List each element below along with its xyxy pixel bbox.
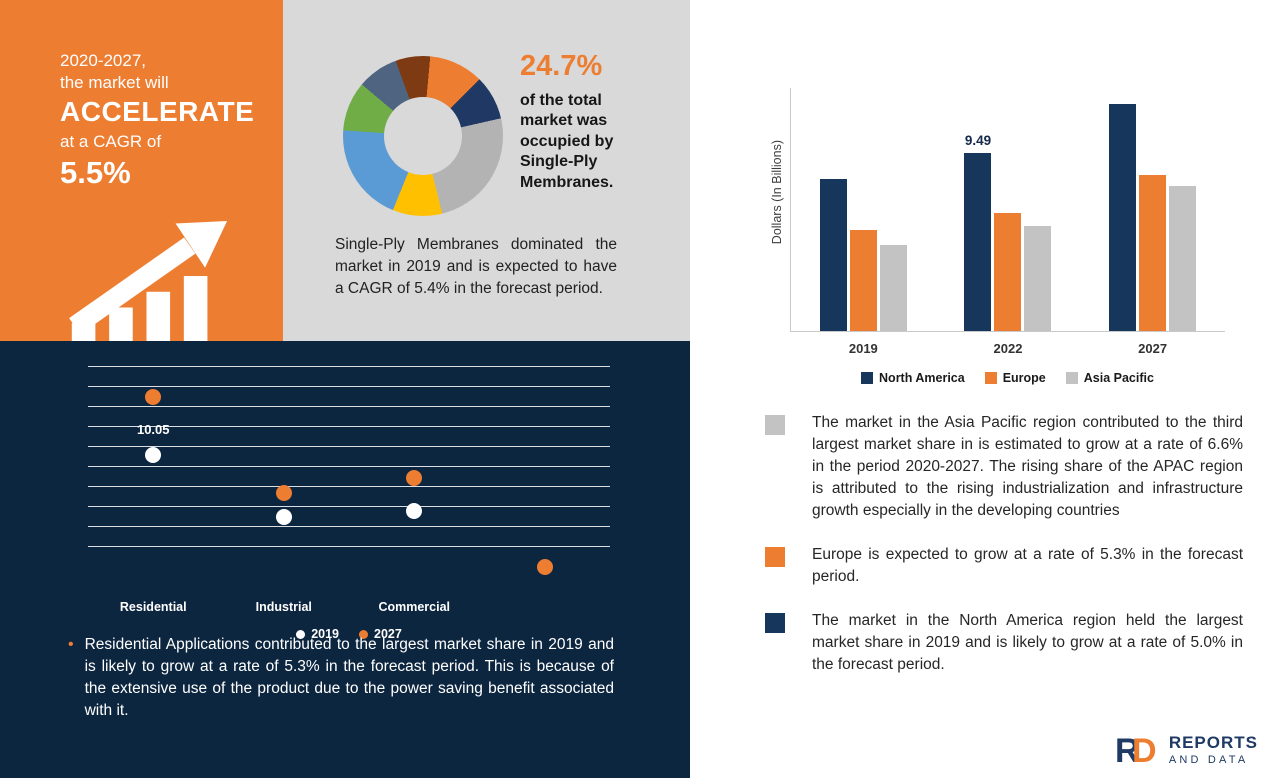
single-ply-body-text: Single-Ply Membranes dominated the marke…: [335, 236, 617, 297]
gridline: [88, 406, 610, 407]
svg-text:R: R: [1115, 734, 1140, 766]
region-bullet-swatch: [765, 547, 785, 567]
region-bullet-text: The market in the Asia Pacific region co…: [812, 414, 1243, 519]
cagr-of-text: at a CAGR of: [60, 132, 162, 152]
gridline: [88, 366, 610, 367]
bar-value-label: 9.49: [964, 132, 992, 148]
bullet-marker: •: [68, 636, 74, 653]
bar-asia-pacific-2022: [1024, 225, 1052, 331]
dot-2019-Residential: [145, 447, 162, 463]
bar-group-2027: 2027: [1109, 88, 1197, 356]
region-bullet-text: The market in the North America region h…: [812, 612, 1243, 673]
dot-2027-Residential: [145, 389, 162, 405]
dotplot-legend: 2019 2027: [88, 627, 610, 641]
legend-item-north-america: North America: [861, 371, 965, 385]
regional-bullets: The market in the Asia Pacific region co…: [765, 412, 1243, 698]
dotplot-legend-item-2027: 2027: [359, 627, 402, 641]
gridline: [88, 446, 610, 447]
bar-asia-pacific-2019: [879, 244, 907, 331]
accelerate-text: ACCELERATE: [60, 96, 255, 128]
applications-bullet-text: Residential Applications contributed to …: [84, 636, 614, 719]
applications-panel: 10.05 Residential Industrial Commercial 20…: [0, 341, 690, 778]
bar-group-2019: 2019: [819, 88, 907, 356]
logo-text: REPORTS AND DATA: [1169, 733, 1258, 766]
period-text: 2020-2027,: [60, 51, 147, 70]
dot-2027-Industrial: [275, 485, 292, 501]
bar-north-america-2027: [1109, 103, 1137, 331]
single-ply-panel: 24.7% of the total market was occupied b…: [283, 0, 690, 341]
cagr-value: 5.5%: [60, 155, 131, 191]
bar-category-label: 2019: [848, 341, 878, 356]
dot-2019-Commercial: [406, 503, 423, 519]
bar-north-america-2022: 9.49: [964, 133, 992, 331]
bar-asia-pacific-2027: [1169, 186, 1197, 331]
dot-2019-Industrial: [275, 509, 292, 525]
gridline: [88, 386, 610, 387]
bar-chart-y-axis-label: Dollars (In Billions): [770, 140, 784, 245]
growth-arrow-icon: [69, 221, 228, 353]
gridline: [88, 426, 610, 427]
region-bullet-swatch: [765, 613, 785, 633]
gridline: [88, 486, 610, 487]
bar-europe-2022: [994, 212, 1022, 331]
bar-category-label: 2027: [1138, 341, 1168, 356]
single-ply-headline: 24.7% of the total market was occupied b…: [520, 50, 650, 193]
single-ply-caption: of the total market was occupied by Sing…: [520, 92, 614, 191]
dot-value-label: 10.05: [136, 422, 170, 437]
bar-europe-2019: [849, 229, 877, 331]
cagr-highlight-panel: 2020-2027, the market will ACCELERATE at…: [0, 0, 283, 353]
dot-2027-Commercial: [406, 470, 423, 486]
dotplot-category-labels: Residential Industrial Commercial: [88, 600, 610, 614]
gridline: [88, 526, 610, 527]
dot-2027-extra: [536, 559, 553, 575]
single-ply-percent: 24.7%: [520, 50, 603, 82]
bar-category-label: 2022: [993, 341, 1023, 356]
legend-swatch: [984, 372, 997, 384]
reports-and-data-logo: R D REPORTS AND DATA: [1115, 733, 1258, 766]
region-bullet-1: Europe is expected to grow at a rate of …: [765, 544, 1243, 588]
svg-text:D: D: [1132, 734, 1157, 766]
regional-panel: Dollars (In Billions) 2019 9.49 2022 2027 N…: [690, 0, 1280, 778]
legend-swatch: [861, 372, 874, 384]
bar-group-2022: 9.49 2022: [964, 88, 1052, 356]
dotplot-category-Commercial: Commercial: [378, 600, 451, 614]
regional-bar-chart: 2019 9.49 2022 2027: [790, 88, 1225, 356]
membrane-donut-chart: [343, 56, 503, 216]
legend-swatch: [1065, 372, 1078, 384]
dotplot-legend-label: 2019: [311, 627, 339, 641]
region-bullet-0: The market in the Asia Pacific region co…: [765, 412, 1243, 522]
dotplot-category-blank: [480, 600, 611, 614]
bar-north-america-2019: [819, 178, 847, 331]
dotplot-legend-label: 2027: [374, 627, 402, 641]
market-will-text: the market will: [60, 73, 169, 93]
region-bullet-swatch: [765, 415, 785, 435]
gridline: [88, 506, 610, 507]
legend-item-asia-pacific: Asia Pacific: [1065, 371, 1154, 385]
gridline: [88, 466, 610, 467]
bar-europe-2027: [1139, 175, 1167, 331]
applications-bullet: • Residential Applications contributed t…: [68, 634, 614, 722]
logo-icon: R D: [1115, 734, 1157, 766]
applications-dotplot: 10.05: [88, 366, 610, 575]
gridline: [88, 546, 610, 547]
legend-label: Europe: [1002, 371, 1046, 385]
regional-bar-legend: North America Europe Asia Pacific: [790, 371, 1225, 385]
region-bullet-2: The market in the North America region h…: [765, 610, 1243, 676]
dotplot-legend-swatch: [296, 629, 306, 639]
legend-item-europe: Europe: [984, 371, 1046, 385]
legend-label: Asia Pacific: [1083, 371, 1154, 385]
dotplot-legend-item-2019: 2019: [296, 627, 339, 641]
dotplot-legend-swatch: [359, 629, 368, 639]
donut-hole: [384, 97, 462, 175]
dotplot-category-Industrial: Industrial: [255, 600, 312, 614]
legend-label: North America: [879, 371, 965, 385]
region-bullet-text: Europe is expected to grow at a rate of …: [812, 546, 1243, 585]
logo-line2: AND DATA: [1168, 754, 1249, 766]
logo-line1: REPORTS: [1168, 733, 1258, 752]
dotplot-category-Residential: Residential: [119, 600, 187, 614]
